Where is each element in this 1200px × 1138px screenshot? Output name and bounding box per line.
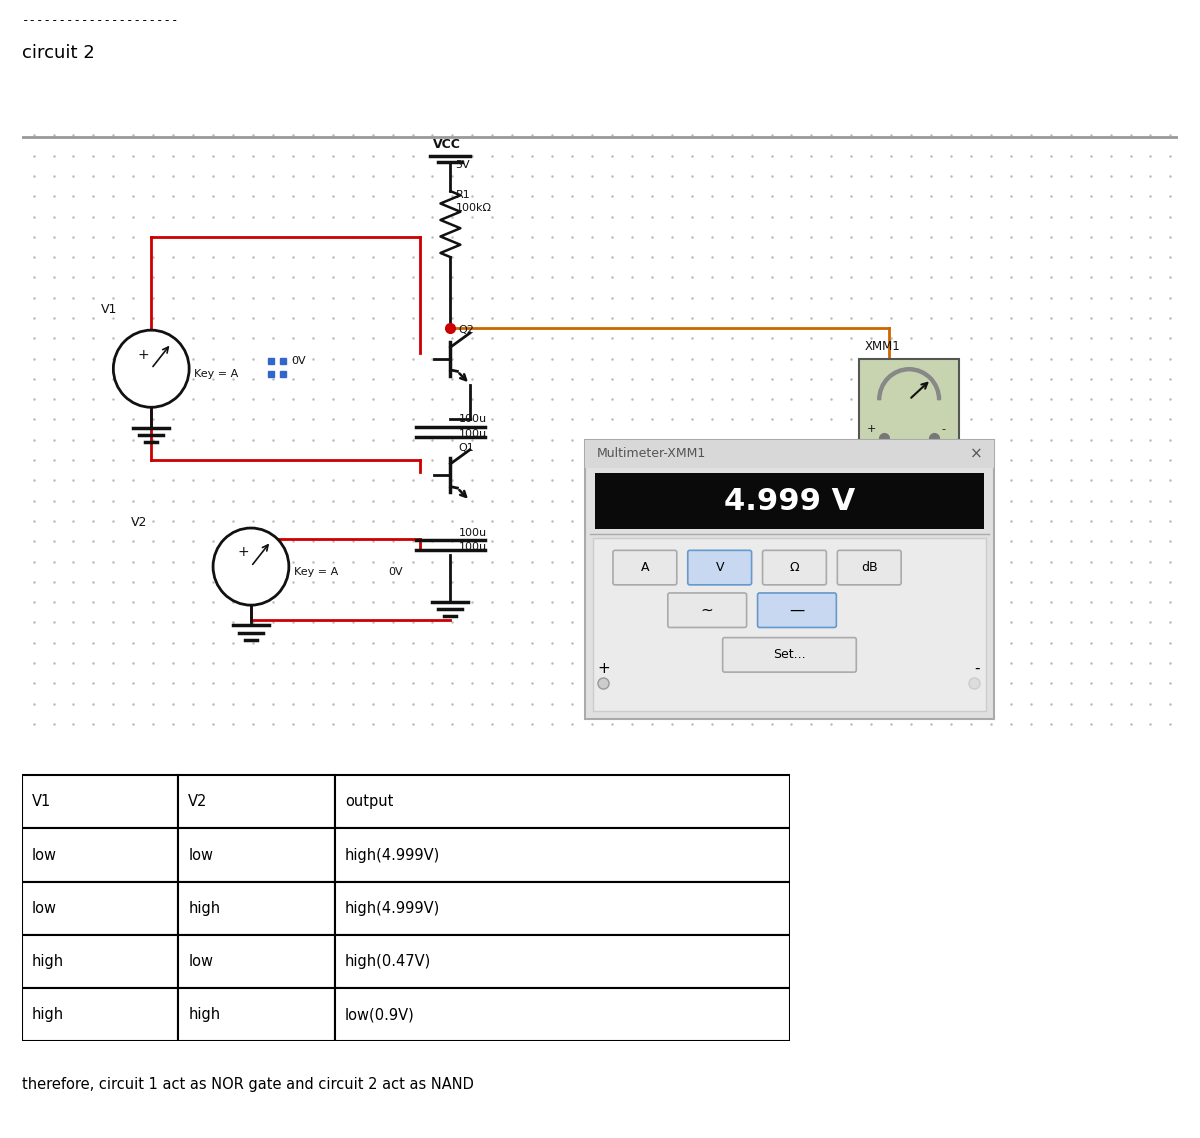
Text: 5V: 5V xyxy=(456,159,470,170)
Bar xyxy=(179,935,335,988)
Bar xyxy=(586,439,994,719)
Text: VCC: VCC xyxy=(432,138,461,150)
Text: -: - xyxy=(974,661,979,676)
Text: V: V xyxy=(715,561,724,574)
Bar xyxy=(22,988,179,1041)
Text: therefore, circuit 1 act as NOR gate and circuit 2 act as NAND: therefore, circuit 1 act as NOR gate and… xyxy=(22,1077,474,1092)
Text: —: — xyxy=(790,603,804,618)
Text: 100u: 100u xyxy=(458,543,486,552)
Bar xyxy=(179,988,335,1041)
FancyBboxPatch shape xyxy=(613,551,677,585)
Bar xyxy=(335,882,790,935)
Bar xyxy=(22,775,179,828)
Text: low: low xyxy=(188,954,214,968)
Text: dB: dB xyxy=(860,561,877,574)
FancyBboxPatch shape xyxy=(757,593,836,627)
Text: high: high xyxy=(31,1007,64,1022)
Text: Multimeter-XMM1: Multimeter-XMM1 xyxy=(598,447,707,461)
Text: high(0.47V): high(0.47V) xyxy=(344,954,431,968)
Bar xyxy=(595,473,984,529)
Text: V2: V2 xyxy=(188,794,208,809)
Circle shape xyxy=(113,330,190,407)
Bar xyxy=(335,988,790,1041)
Bar xyxy=(22,935,179,988)
Text: +: + xyxy=(238,545,248,560)
Text: low: low xyxy=(31,848,56,863)
Text: 100u: 100u xyxy=(458,528,486,538)
Bar xyxy=(335,828,790,882)
FancyBboxPatch shape xyxy=(722,637,857,673)
Bar xyxy=(179,882,335,935)
Text: +: + xyxy=(598,661,610,676)
Text: high(4.999V): high(4.999V) xyxy=(344,901,440,916)
Bar xyxy=(22,882,179,935)
Text: +: + xyxy=(868,423,877,434)
Text: V2: V2 xyxy=(131,516,148,529)
Text: R1: R1 xyxy=(456,190,470,200)
Text: Key = A: Key = A xyxy=(194,369,239,379)
Wedge shape xyxy=(877,368,941,399)
Text: ×: × xyxy=(970,446,983,461)
Text: high: high xyxy=(188,901,221,916)
Text: -: - xyxy=(941,423,946,434)
Text: 100u: 100u xyxy=(458,414,486,424)
Text: low: low xyxy=(31,901,56,916)
Text: 0V: 0V xyxy=(389,567,403,577)
Bar xyxy=(593,538,986,710)
Text: V1: V1 xyxy=(31,794,50,809)
Text: 100kΩ: 100kΩ xyxy=(456,204,492,214)
Text: V1: V1 xyxy=(101,303,118,316)
Text: output: output xyxy=(344,794,394,809)
FancyBboxPatch shape xyxy=(688,551,751,585)
Text: circuit 2: circuit 2 xyxy=(22,44,95,61)
Bar xyxy=(335,935,790,988)
Text: high: high xyxy=(31,954,64,968)
Text: Q1: Q1 xyxy=(458,443,474,453)
Text: 100u: 100u xyxy=(458,429,486,438)
Text: 4.999 V: 4.999 V xyxy=(724,487,856,516)
Text: ∼: ∼ xyxy=(701,603,714,618)
Text: Set...: Set... xyxy=(773,649,805,661)
Text: Key = A: Key = A xyxy=(294,567,338,577)
Bar xyxy=(179,775,335,828)
Bar xyxy=(22,828,179,882)
Text: A: A xyxy=(641,561,649,574)
Text: high: high xyxy=(188,1007,221,1022)
Text: ---------------------: --------------------- xyxy=(22,14,180,27)
Text: high(4.999V): high(4.999V) xyxy=(344,848,440,863)
Text: low: low xyxy=(188,848,214,863)
Circle shape xyxy=(214,528,289,605)
Bar xyxy=(179,828,335,882)
Text: Q2: Q2 xyxy=(458,325,474,336)
Text: low(0.9V): low(0.9V) xyxy=(344,1007,415,1022)
Bar xyxy=(335,775,790,828)
Text: +: + xyxy=(137,347,149,362)
Text: 0V: 0V xyxy=(290,356,306,365)
Text: XMM1: XMM1 xyxy=(864,340,900,354)
FancyBboxPatch shape xyxy=(838,551,901,585)
Bar xyxy=(586,439,994,468)
FancyBboxPatch shape xyxy=(668,593,746,627)
Bar xyxy=(859,358,959,450)
FancyBboxPatch shape xyxy=(762,551,827,585)
Text: Ω: Ω xyxy=(790,561,799,574)
